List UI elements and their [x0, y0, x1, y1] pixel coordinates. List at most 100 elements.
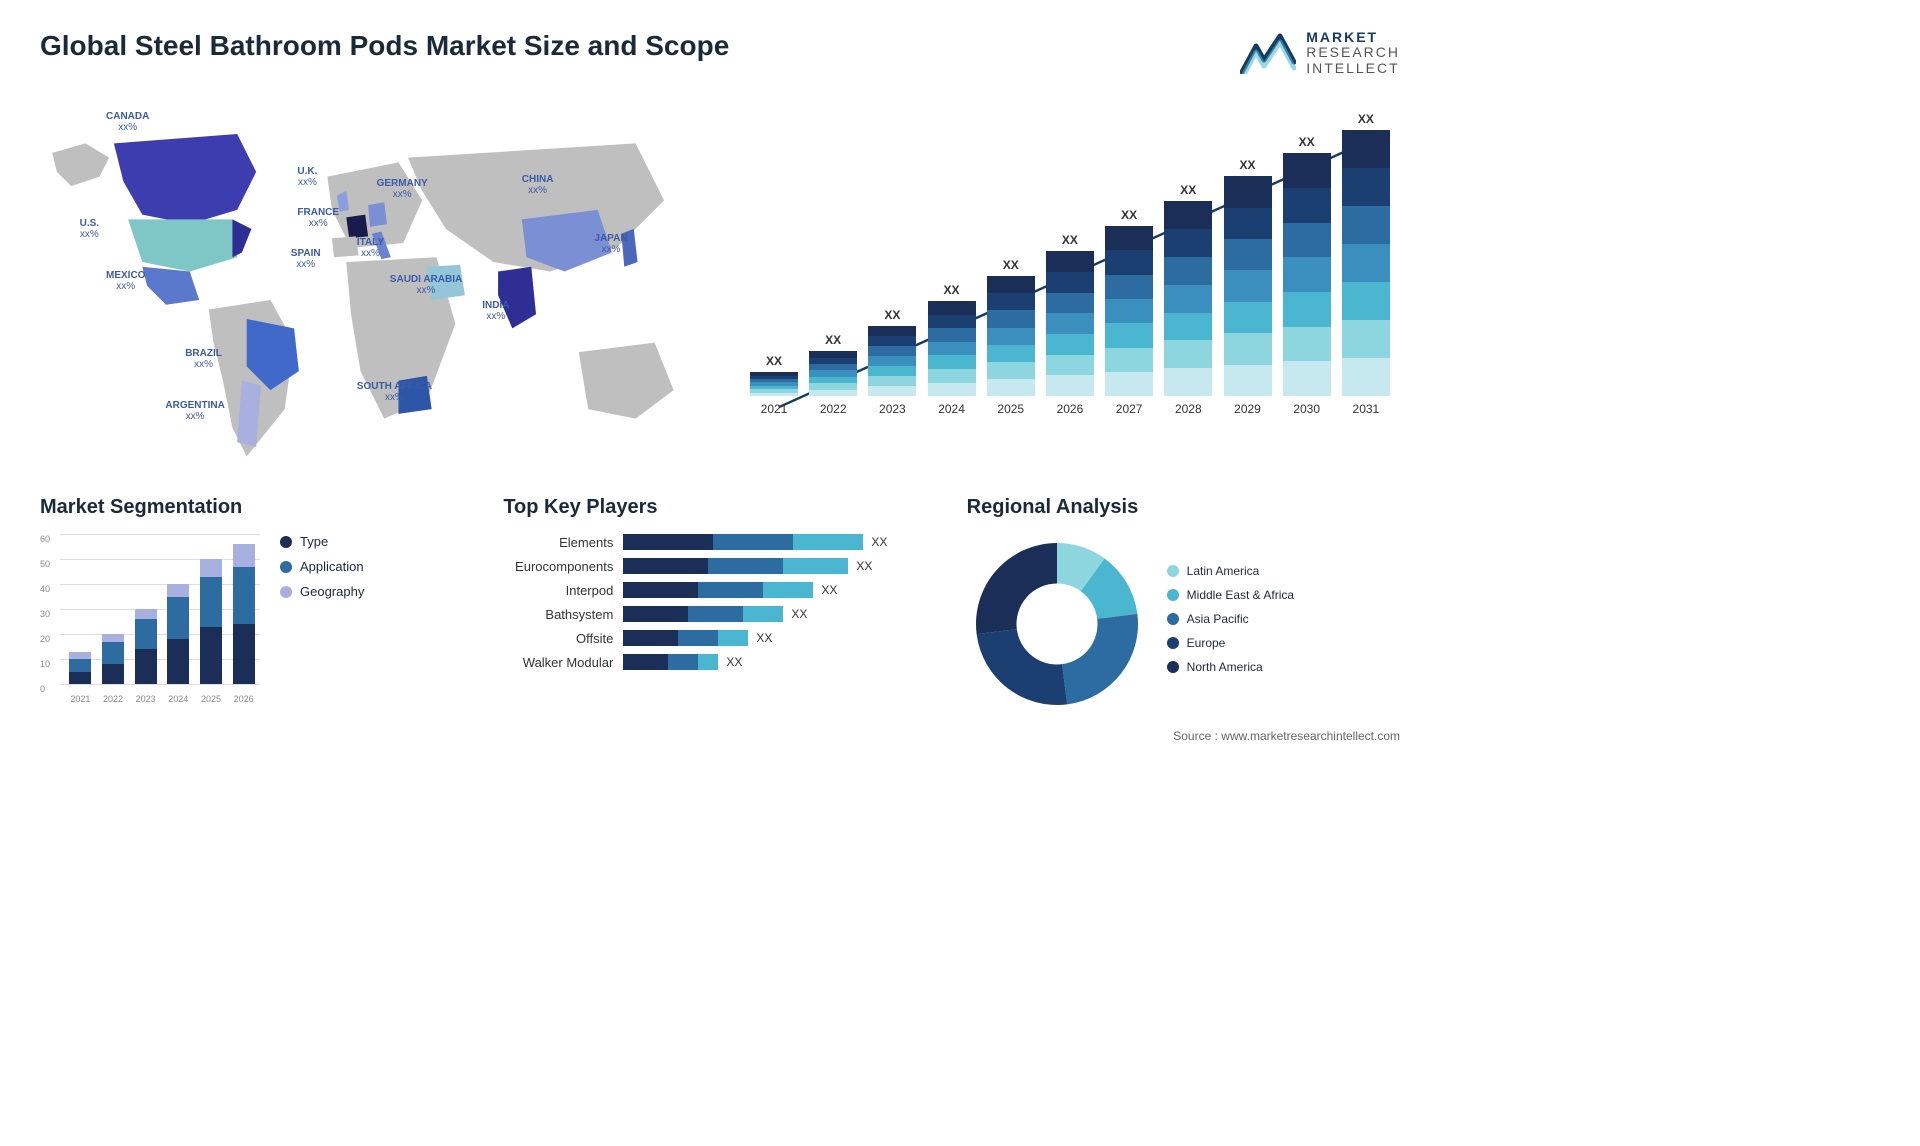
map-region-canada — [114, 134, 256, 224]
map-region-germany — [368, 202, 387, 227]
legend-label: North America — [1187, 660, 1263, 674]
donut-legend-item: Latin America — [1167, 564, 1294, 578]
map-region-alaska — [52, 144, 109, 187]
kp-label: Eurocomponents — [503, 559, 623, 574]
seg-col-2024 — [167, 584, 189, 684]
growth-col-2026: XX2026 — [1046, 233, 1094, 416]
segmentation-title: Market Segmentation — [40, 496, 473, 519]
legend-dot — [1167, 637, 1179, 649]
donut-slice-europe — [976, 629, 1067, 705]
seg-col-2022 — [102, 634, 124, 684]
growth-year-label: 2028 — [1175, 402, 1202, 416]
logo: MARKET RESEARCH INTELLECT — [1240, 30, 1400, 76]
logo-icon — [1240, 32, 1296, 74]
growth-year-label: 2030 — [1293, 402, 1320, 416]
regional-donut — [967, 534, 1147, 714]
donut-slice-north-america — [976, 543, 1057, 634]
map-label-south-africa: SOUTH AFRICAxx% — [357, 381, 432, 403]
header: Global Steel Bathroom Pods Market Size a… — [40, 30, 1400, 76]
donut-legend-item: Middle East & Africa — [1167, 588, 1294, 602]
map-region-france — [346, 215, 368, 239]
growth-col-2022: XX 2022 — [809, 333, 857, 416]
seg-legend-item: Geography — [280, 584, 364, 599]
map-label-china: CHINAxx% — [522, 174, 554, 196]
donut-legend-item: Asia Pacific — [1167, 612, 1294, 626]
growth-value-label: XX — [1299, 135, 1315, 149]
kp-row-eurocomponents: Eurocomponents XX — [503, 558, 936, 574]
kp-value: XX — [756, 631, 772, 645]
seg-legend-item: Application — [280, 559, 364, 574]
key-players-chart: Elements XX Eurocomponents XX Interpod XX Bath… — [503, 534, 936, 670]
map-label-spain: SPAINxx% — [291, 248, 321, 270]
legend-label: Europe — [1187, 636, 1226, 650]
seg-col-2026 — [233, 544, 255, 684]
growth-chart: XX2021XX2022XX2023XX2024XX2025XX2026XX20… — [740, 96, 1400, 466]
growth-year-label: 2022 — [820, 402, 847, 416]
growth-year-label: 2026 — [1057, 402, 1084, 416]
kp-label: Elements — [503, 535, 623, 550]
legend-label: Type — [300, 534, 328, 549]
legend-label: Application — [300, 559, 364, 574]
legend-dot — [280, 561, 292, 573]
legend-dot — [280, 586, 292, 598]
map-label-u.k.: U.K.xx% — [297, 166, 317, 188]
logo-line2: RESEARCH — [1306, 45, 1400, 60]
growth-col-2028: XX 2028 — [1164, 183, 1212, 416]
map-label-saudi-arabia: SAUDI ARABIAxx% — [390, 274, 462, 296]
map-region-usa — [128, 220, 237, 272]
kp-row-walker-modular: Walker ModularXX — [503, 654, 936, 670]
donut-legend-item: North America — [1167, 660, 1294, 674]
key-players-title: Top Key Players — [503, 496, 936, 519]
donut-legend-item: Europe — [1167, 636, 1294, 650]
map-label-italy: ITALYxx% — [357, 237, 384, 259]
kp-label: Interpod — [503, 583, 623, 598]
map-label-brazil: BRAZILxx% — [185, 348, 222, 370]
seg-col-2021 — [69, 652, 91, 685]
legend-label: Geography — [300, 584, 364, 599]
map-label-argentina: ARGENTINAxx% — [165, 400, 224, 422]
key-players-panel: Top Key Players ElementsXXEurocomponents… — [503, 496, 936, 714]
legend-dot — [1167, 661, 1179, 673]
growth-col-2031: XX2031 — [1342, 112, 1390, 416]
seg-col-2025 — [200, 559, 222, 684]
seg-year-label: 2023 — [136, 694, 156, 704]
kp-label: Offsite — [503, 631, 623, 646]
legend-label: Latin America — [1187, 564, 1260, 578]
kp-value: XX — [726, 655, 742, 669]
world-map: CANADAxx%U.S.xx%MEXICOxx%BRAZILxx%ARGENT… — [40, 96, 700, 466]
donut-slice-asia-pacific — [1062, 614, 1138, 705]
legend-dot — [280, 536, 292, 548]
seg-year-label: 2025 — [201, 694, 221, 704]
growth-year-label: 2024 — [938, 402, 965, 416]
kp-row-offsite: Offsite XX — [503, 630, 936, 646]
growth-value-label: XX — [1003, 258, 1019, 272]
growth-value-label: XX — [944, 283, 960, 297]
map-label-mexico: MEXICOxx% — [106, 270, 145, 292]
map-label-canada: CANADAxx% — [106, 111, 149, 133]
regional-legend: Latin America Middle East & Africa Asia Pa… — [1167, 564, 1294, 684]
seg-year-label: 2024 — [168, 694, 188, 704]
growth-value-label: XX — [1180, 183, 1196, 197]
map-label-germany: GERMANYxx% — [377, 178, 428, 200]
seg-year-label: 2021 — [70, 694, 90, 704]
source-text: Source : www.marketresearchintellect.com — [40, 729, 1400, 743]
map-label-france: FRANCExx% — [297, 207, 339, 229]
growth-col-2025: XX2025 — [987, 258, 1035, 416]
growth-year-label: 2029 — [1234, 402, 1261, 416]
kp-value: XX — [856, 559, 872, 573]
legend-dot — [1167, 565, 1179, 577]
growth-year-label: 2031 — [1353, 402, 1380, 416]
kp-label: Bathsystem — [503, 607, 623, 622]
seg-ytick: 0 — [40, 684, 258, 694]
map-region-usa-east — [232, 220, 251, 258]
kp-value: XX — [791, 607, 807, 621]
map-region-mexico — [142, 267, 199, 305]
segmentation-panel: Market Segmentation 01020304050602021202… — [40, 496, 473, 714]
map-label-japan: JAPANxx% — [594, 233, 627, 255]
page-title: Global Steel Bathroom Pods Market Size a… — [40, 30, 729, 62]
growth-value-label: XX — [825, 333, 841, 347]
map-label-india: INDIAxx% — [482, 300, 509, 322]
kp-value: XX — [821, 583, 837, 597]
legend-label: Asia Pacific — [1187, 612, 1249, 626]
growth-year-label: 2021 — [761, 402, 788, 416]
